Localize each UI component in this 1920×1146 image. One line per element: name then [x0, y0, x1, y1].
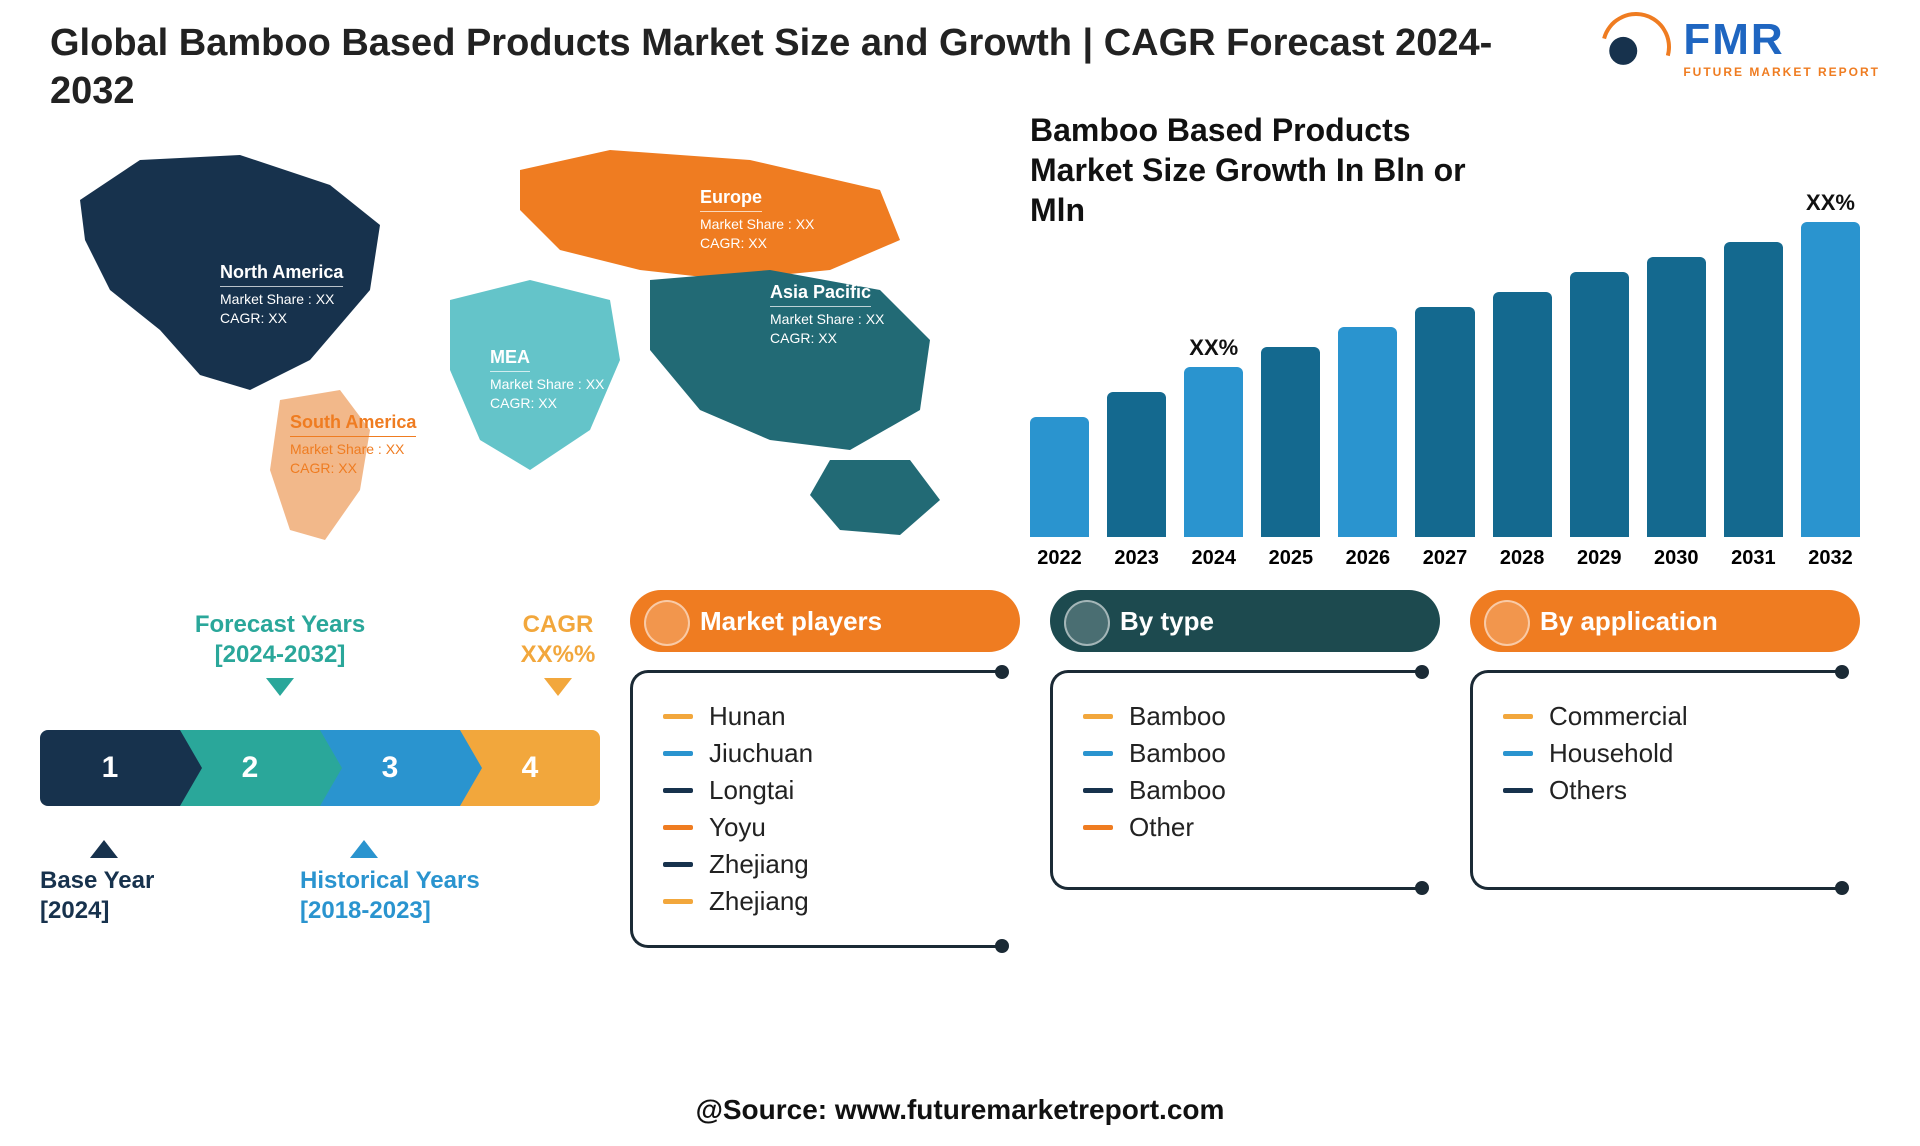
- bars-container: 2022 2023 XX%2024 2025 2026 2027 2028 2029 2030 2…: [1030, 240, 1860, 570]
- category-bracket: Hunan Jiuchuan Longtai Yoyu Zhejiang Zhejiang: [630, 670, 1001, 948]
- timeline-chevron: Forecast Years[2024-2032]CAGRXX%% 1234 B…: [40, 610, 600, 910]
- timeline-top-label: Forecast Years[2024-2032]: [190, 610, 370, 696]
- world-map: North AmericaMarket Share : XXCAGR: XX So…: [50, 130, 980, 550]
- fmr-logo: FMR FUTURE MARKET REPORT: [1601, 12, 1880, 82]
- category-item: Bamboo: [1083, 775, 1421, 806]
- bar-2032: XX%2032: [1801, 190, 1860, 570]
- timeline-seg-1: 1: [40, 730, 180, 806]
- bar-2024: XX%2024: [1184, 335, 1243, 570]
- region-label-sa: South AmericaMarket Share : XXCAGR: XX: [290, 410, 416, 478]
- map-region-ap-aus: [810, 460, 940, 535]
- bar-2029: 2029: [1570, 272, 1629, 570]
- bar-2028: 2028: [1493, 292, 1552, 570]
- category-bracket: Commercial Household Others: [1470, 670, 1841, 890]
- category-header: By type: [1050, 590, 1440, 652]
- category-item: Others: [1503, 775, 1841, 806]
- category-item: Bamboo: [1083, 738, 1421, 769]
- bar-2026: 2026: [1338, 327, 1397, 570]
- chart-title: Bamboo Based Products Market Size Growth…: [1030, 110, 1510, 230]
- region-label-mea: MEAMarket Share : XXCAGR: XX: [490, 345, 604, 413]
- logo-acronym: FMR: [1683, 15, 1880, 65]
- region-label-ap: Asia PacificMarket Share : XXCAGR: XX: [770, 280, 884, 348]
- category-item: Household: [1503, 738, 1841, 769]
- bar-2031: 2031: [1724, 242, 1783, 570]
- page-title: Global Bamboo Based Products Market Size…: [50, 20, 1550, 115]
- growth-bar-chart: Bamboo Based Products Market Size Growth…: [1030, 110, 1860, 550]
- source-attribution: @Source: www.futuremarketreport.com: [0, 1094, 1920, 1126]
- category-item: Zhejiang: [663, 849, 1001, 880]
- logo-icon: [1589, 0, 1685, 95]
- category-item: Yoyu: [663, 812, 1001, 843]
- bar-2030: 2030: [1647, 257, 1706, 570]
- category-item: Bamboo: [1083, 701, 1421, 732]
- category-item: Longtai: [663, 775, 1001, 806]
- timeline-top-label: CAGRXX%%: [468, 610, 648, 696]
- bar-2022: 2022: [1030, 417, 1089, 570]
- region-label-eu: EuropeMarket Share : XXCAGR: XX: [700, 185, 814, 253]
- category-item: Jiuchuan: [663, 738, 1001, 769]
- category-by-application: By application Commercial Household Others: [1470, 590, 1860, 890]
- category-market-players: Market players Hunan Jiuchuan Longtai Yoyu Zh…: [630, 590, 1020, 948]
- category-item: Commercial: [1503, 701, 1841, 732]
- region-label-na: North AmericaMarket Share : XXCAGR: XX: [220, 260, 343, 328]
- bar-2025: 2025: [1261, 347, 1320, 570]
- bar-2023: 2023: [1107, 392, 1166, 570]
- logo-tagline: FUTURE MARKET REPORT: [1683, 65, 1880, 79]
- category-header: By application: [1470, 590, 1860, 652]
- timeline-bottom-label: Base Year[2024]: [40, 840, 260, 926]
- timeline-bottom-label: Historical Years[2018-2023]: [300, 840, 520, 926]
- category-bracket: Bamboo Bamboo Bamboo Other: [1050, 670, 1421, 890]
- category-item: Hunan: [663, 701, 1001, 732]
- category-by-type: By type Bamboo Bamboo Bamboo Other: [1050, 590, 1440, 890]
- category-header: Market players: [630, 590, 1020, 652]
- category-item: Zhejiang: [663, 886, 1001, 917]
- bar-2027: 2027: [1415, 307, 1474, 570]
- category-item: Other: [1083, 812, 1421, 843]
